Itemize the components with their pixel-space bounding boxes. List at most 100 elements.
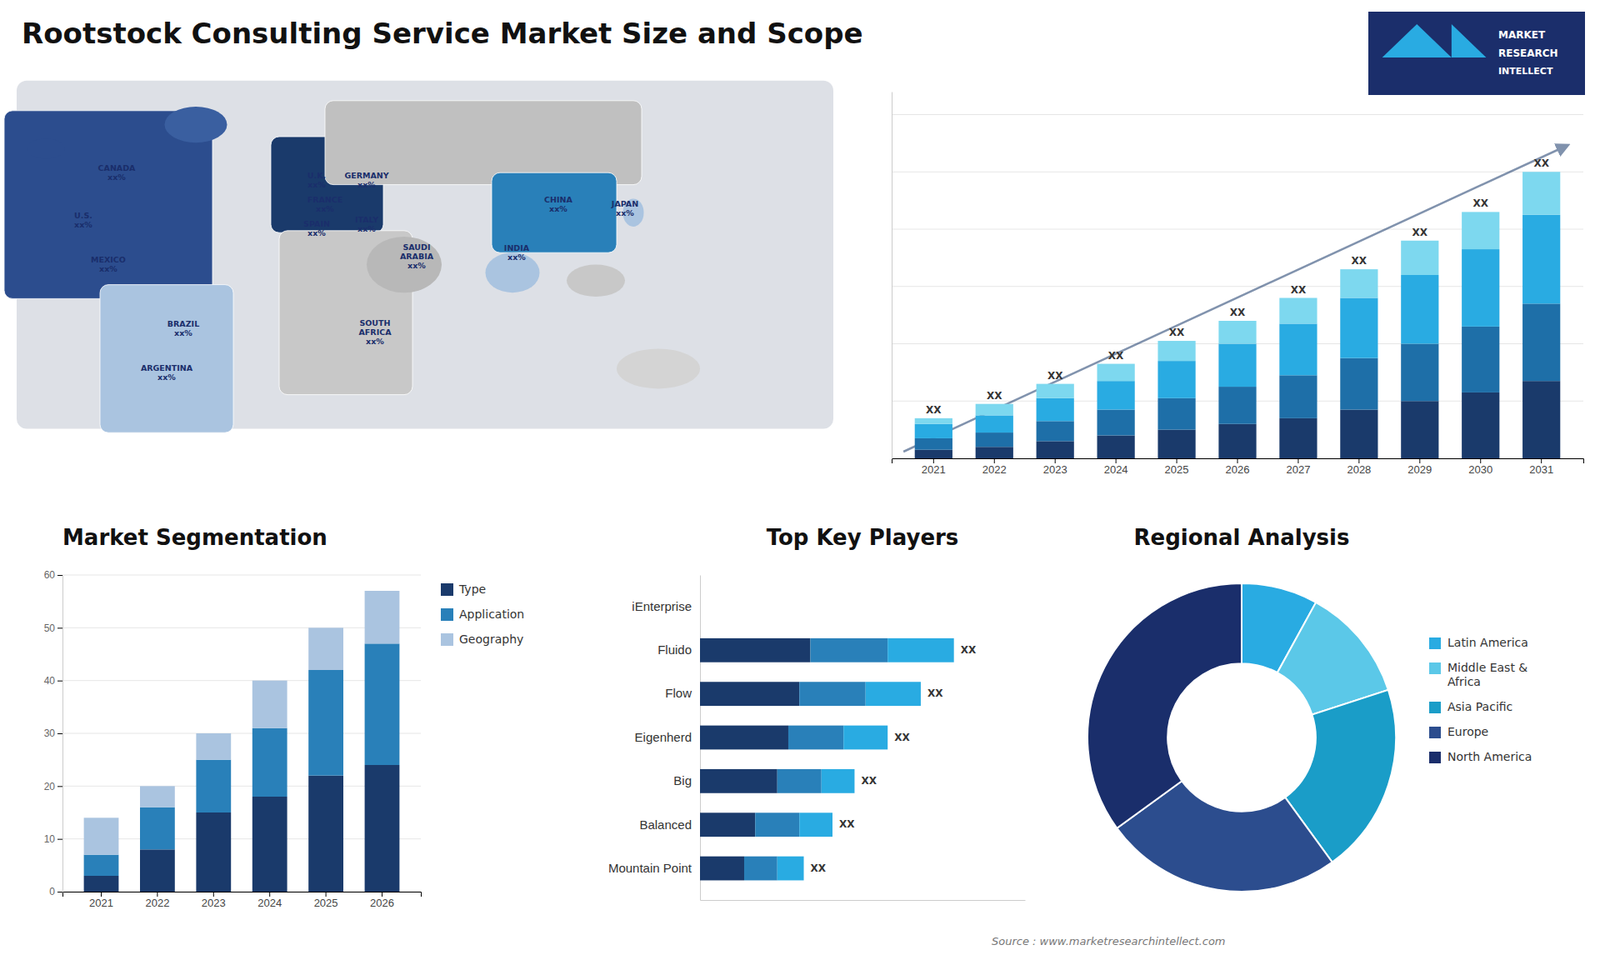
- tick: 2026: [1225, 458, 1250, 476]
- tick-label: 2028: [1346, 463, 1371, 476]
- map-region: [491, 172, 617, 253]
- bar: [1157, 398, 1195, 430]
- country-label: MEXICOxx%: [90, 255, 126, 274]
- legend-item: Type: [440, 582, 486, 596]
- tick: 2025: [1165, 458, 1190, 476]
- bar-label: XX: [1290, 284, 1307, 296]
- bars-inner: [84, 590, 400, 892]
- legend-label: Application: [459, 607, 525, 621]
- legend: Latin AmericaMiddle East &AfricaAsia Pac…: [1429, 635, 1532, 764]
- tick-mark: [57, 627, 63, 629]
- y-axis: 0102030405060: [44, 569, 64, 898]
- tick: 2027: [1285, 458, 1310, 476]
- bar: [1400, 275, 1439, 345]
- text-line: xx%: [307, 180, 326, 190]
- country-label: GERMANYxx%: [344, 170, 389, 190]
- bar: [140, 785, 175, 807]
- x-axis: 2021202220232024202520262027202820292030…: [892, 458, 1585, 476]
- text-line: xx%: [407, 260, 426, 270]
- bar: [1036, 398, 1075, 422]
- text-line: xx%: [365, 336, 385, 346]
- source-text: Source : www.marketresearchintellect.com: [991, 935, 1226, 948]
- tick-label: 2031: [1529, 463, 1554, 476]
- bar: [1279, 323, 1317, 375]
- tick-mark: [994, 458, 995, 464]
- bar-chart: iEnterpriseFluidoFlowEigenherdBigBalance…: [608, 575, 1026, 901]
- axis-line: [700, 900, 1026, 901]
- country-label: U.S.xx%: [74, 210, 93, 230]
- tick-label: 50: [44, 622, 56, 635]
- tick-mark: [1176, 458, 1178, 464]
- tick-label: 2029: [1407, 463, 1432, 476]
- tick-mark: [1055, 458, 1056, 464]
- country-label: BRAZILxx%: [167, 318, 200, 337]
- bar-label: XX: [1533, 157, 1550, 170]
- legend-item: Latin America: [1429, 635, 1529, 650]
- tick-label: 40: [44, 675, 56, 687]
- bar: [700, 725, 789, 750]
- tick-mark: [100, 891, 102, 897]
- bar: [810, 638, 888, 663]
- legend-item: Asia Pacific: [1429, 700, 1513, 714]
- bar: [365, 765, 400, 892]
- bar: [1279, 375, 1317, 419]
- tick-mark: [57, 839, 63, 840]
- bars: [915, 171, 1561, 459]
- chart-title: Regional Analysis: [1134, 525, 1350, 550]
- legend-item: North America: [1429, 750, 1532, 764]
- legend-swatch: [440, 608, 454, 621]
- tick-mark: [57, 785, 63, 787]
- map-region: [485, 252, 540, 293]
- grid-line: [891, 114, 1584, 115]
- legend-label: North America: [1447, 750, 1532, 764]
- text-line: FRANCE: [307, 195, 344, 205]
- tick-mark: [1237, 458, 1239, 464]
- bar: [1340, 269, 1378, 298]
- series: [744, 638, 888, 881]
- text-line: SAUDI: [402, 242, 430, 252]
- grid-line: [62, 575, 421, 576]
- legend-label: Type: [458, 582, 486, 596]
- bar: [365, 643, 400, 765]
- tick-label: 2027: [1285, 463, 1310, 476]
- legend-label: Latin America: [1447, 635, 1529, 650]
- bar: [1461, 249, 1500, 327]
- bar: [1157, 360, 1195, 399]
- text-line: xx%: [157, 371, 176, 381]
- country-label: SPAINxx%: [303, 218, 330, 237]
- bar: [1340, 410, 1378, 459]
- tick: 40: [44, 675, 63, 687]
- x-axis: 202120222023202420252026: [63, 891, 422, 910]
- tick-label: 2024: [257, 896, 282, 910]
- text-line: CHINA: [544, 195, 573, 205]
- tick-mark: [933, 458, 935, 464]
- bar: [195, 733, 231, 760]
- tick-label: 0: [49, 885, 55, 898]
- text-line: xx%: [107, 171, 126, 181]
- bar: [308, 775, 344, 892]
- bar: [1218, 424, 1256, 459]
- country-label: CHINAxx%: [544, 195, 573, 214]
- bar-label: XX: [1169, 326, 1185, 339]
- bar: [1522, 380, 1560, 459]
- tick-mark: [1419, 458, 1420, 464]
- country-label: ITALYxx%: [355, 215, 379, 234]
- bar: [252, 680, 288, 729]
- series: [84, 765, 400, 892]
- map-region: [566, 265, 625, 297]
- text-line: xx%: [174, 327, 193, 337]
- tick: 2031: [1529, 458, 1554, 476]
- bar: [1036, 384, 1075, 399]
- bar: [1400, 240, 1439, 275]
- text-line: SOUTH: [359, 318, 390, 328]
- bar: [1522, 215, 1560, 305]
- tick: 0: [49, 885, 63, 898]
- bar: [975, 415, 1014, 433]
- bar: [1400, 344, 1439, 402]
- country-label: U.K.xx%: [307, 170, 327, 190]
- tick: 2029: [1407, 458, 1432, 476]
- bar-label: XX: [1412, 226, 1429, 239]
- tick-label: Big: [673, 773, 692, 788]
- bar-label: XX: [925, 404, 942, 416]
- bar: [975, 404, 1014, 416]
